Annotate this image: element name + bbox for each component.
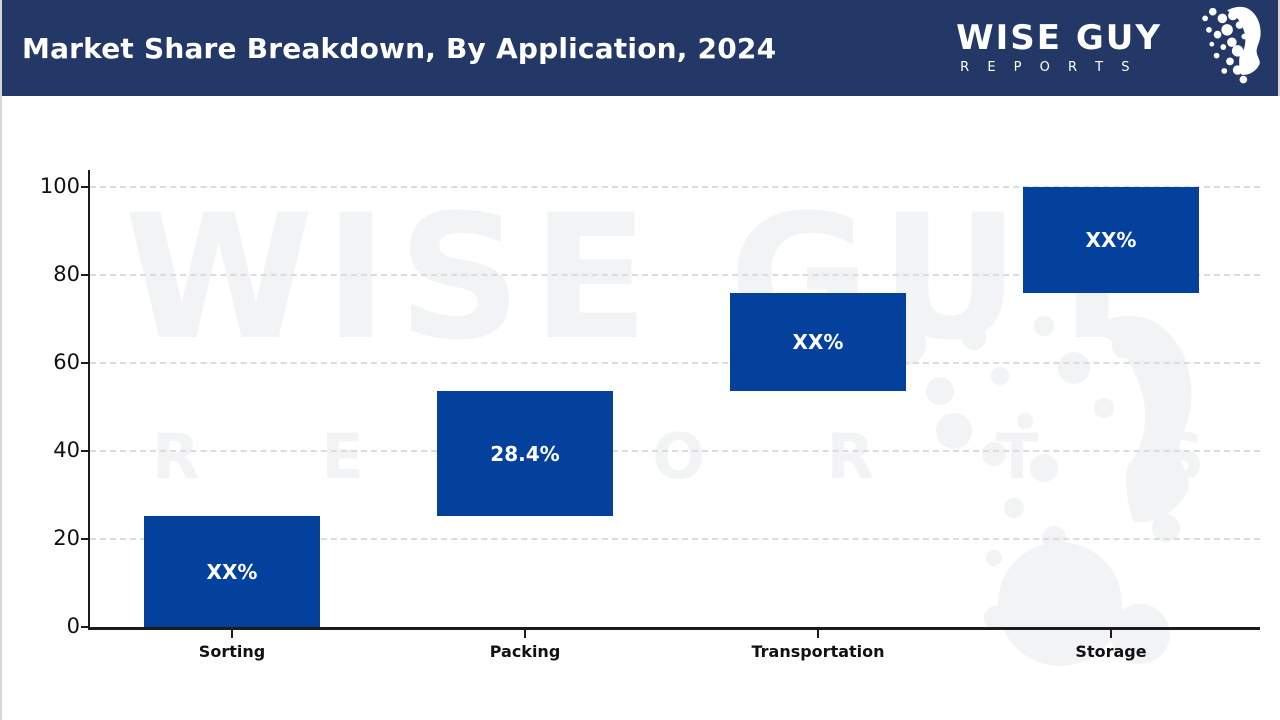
x-tick-label-transportation: Transportation [751, 642, 885, 661]
logo-text: WISE GUY R E P O R T S [956, 21, 1162, 75]
bar-value-label: XX% [1085, 227, 1137, 252]
y-tick-label-20: 20 [53, 526, 80, 550]
chart-title: Market Share Breakdown, By Application, … [22, 31, 777, 65]
gridline-60 [90, 362, 1260, 364]
y-tick-0 [81, 626, 90, 628]
gridline-100 [90, 186, 1260, 188]
y-tick-label-40: 40 [53, 438, 80, 462]
header: Market Share Breakdown, By Application, … [2, 0, 1278, 96]
x-tick-sorting [231, 630, 233, 638]
bar-value-label: XX% [206, 559, 258, 584]
bar-transportation: XX% [730, 292, 906, 392]
y-tick-label-0: 0 [66, 614, 80, 638]
head-profile-icon [1202, 6, 1261, 84]
x-tick-transportation [817, 630, 819, 638]
gridline-40 [90, 450, 1260, 452]
x-axis-spine [88, 627, 1260, 630]
logo-secondary-label: R E P O R T S [960, 60, 1137, 75]
plot-area: XX% 28.4% XX% XX% [2, 96, 1280, 720]
y-tick-label-100: 100 [39, 174, 80, 198]
gridline-20 [90, 538, 1260, 540]
bar-value-label: 28.4% [490, 441, 560, 466]
logo-primary-label: WISE GUY [956, 18, 1162, 58]
bar-sorting: XX% [144, 516, 320, 627]
y-axis-spine [88, 170, 90, 630]
x-tick-packing [524, 630, 526, 638]
y-tick-100 [81, 186, 90, 188]
gridline-80 [90, 274, 1260, 276]
y-tick-80 [81, 274, 90, 276]
y-tick-40 [81, 450, 90, 452]
wiseguy-logo: WISE GUY R E P O R T S [956, 2, 1268, 94]
bar-packing: 28.4% [437, 391, 613, 517]
bar-storage: XX% [1023, 187, 1199, 293]
grid-layer [2, 96, 1280, 720]
x-tick-label-sorting: Sorting [198, 642, 266, 661]
bar-value-label: XX% [792, 329, 844, 354]
axis-layer: 0 20 40 60 80 100 Sorting Packing Transportation… [2, 96, 1280, 720]
y-tick-label-80: 80 [53, 262, 80, 286]
x-tick-label-packing: Packing [489, 642, 561, 661]
y-tick-20 [81, 538, 90, 540]
y-tick-label-60: 60 [53, 350, 80, 374]
y-tick-60 [81, 362, 90, 364]
